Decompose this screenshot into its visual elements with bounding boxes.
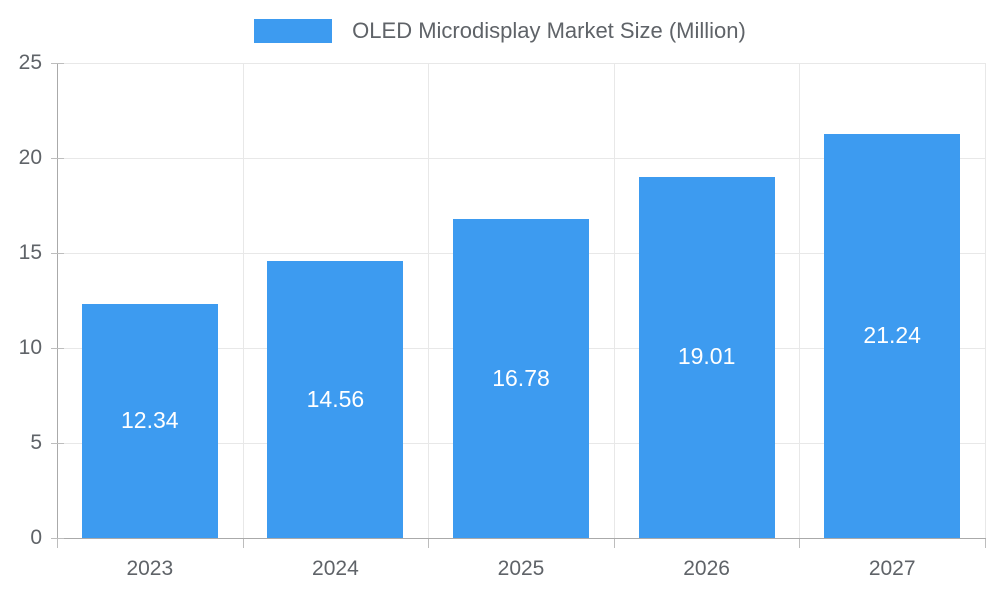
bar-value-label-2025: 16.78 bbox=[492, 364, 550, 391]
legend-label-series-1[interactable]: OLED Microdisplay Market Size (Million) bbox=[352, 18, 746, 43]
y-tick-mark bbox=[51, 253, 64, 254]
bar-value-label-2023: 12.34 bbox=[121, 406, 179, 433]
y-tick-mark bbox=[51, 538, 64, 539]
gridline-vertical bbox=[799, 63, 800, 538]
y-tick-label-10: 10 bbox=[18, 336, 42, 359]
x-tick-label-2025: 2025 bbox=[497, 557, 545, 580]
y-axis-line bbox=[57, 63, 58, 539]
x-tick-label-2023: 2023 bbox=[126, 557, 174, 580]
gridline-horizontal bbox=[57, 158, 985, 159]
x-axis-line bbox=[57, 538, 986, 539]
gridline-horizontal bbox=[57, 63, 985, 64]
y-tick-label-25: 25 bbox=[18, 51, 42, 74]
bar-value-label-2024: 14.56 bbox=[306, 385, 365, 412]
bar-2026[interactable]: 19.01 bbox=[638, 176, 775, 538]
bar-2023[interactable]: 12.34 bbox=[81, 303, 218, 538]
bar-2025[interactable]: 16.78 bbox=[453, 219, 589, 538]
gridline-vertical bbox=[614, 63, 615, 538]
y-tick-mark bbox=[51, 348, 64, 349]
x-tick-mark bbox=[428, 539, 429, 548]
y-tick-label-5: 5 bbox=[30, 431, 42, 454]
bar-2027[interactable]: 21.24 bbox=[824, 134, 961, 538]
y-tick-label-0: 0 bbox=[30, 526, 42, 549]
gridline-vertical bbox=[985, 63, 986, 538]
gridline-vertical bbox=[428, 63, 429, 538]
x-tick-label-2026: 2026 bbox=[683, 557, 730, 580]
legend-swatch-series-1[interactable] bbox=[254, 19, 333, 43]
x-tick-mark bbox=[985, 539, 986, 548]
x-tick-mark bbox=[243, 539, 244, 548]
bar-value-label-2027: 21.24 bbox=[863, 322, 921, 349]
chart-legend: OLED Microdisplay Market Size (Million) bbox=[0, 10, 1000, 52]
bar-value-label-2026: 19.01 bbox=[677, 343, 736, 370]
plot-area: 12.34 14.56 16.78 19.01 21.24 bbox=[57, 63, 986, 539]
y-tick-mark bbox=[51, 443, 64, 444]
bar-2024[interactable]: 14.56 bbox=[267, 261, 404, 538]
x-tick-label-2024: 2024 bbox=[312, 557, 359, 580]
x-tick-mark bbox=[614, 539, 615, 548]
y-tick-label-20: 20 bbox=[18, 146, 42, 169]
y-tick-mark bbox=[51, 63, 64, 64]
x-tick-label-2027: 2027 bbox=[868, 557, 916, 580]
x-tick-mark bbox=[57, 539, 58, 548]
y-tick-label-15: 15 bbox=[18, 241, 42, 264]
gridline-vertical bbox=[243, 63, 244, 538]
y-tick-mark bbox=[51, 158, 64, 159]
x-tick-mark bbox=[799, 539, 800, 548]
